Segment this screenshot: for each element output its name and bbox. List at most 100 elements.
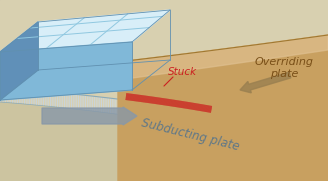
Polygon shape <box>106 98 107 113</box>
Polygon shape <box>218 114 219 131</box>
Polygon shape <box>41 91 42 106</box>
Polygon shape <box>205 112 206 128</box>
Polygon shape <box>186 102 188 109</box>
Polygon shape <box>64 93 65 108</box>
Polygon shape <box>108 98 109 113</box>
Polygon shape <box>227 116 228 132</box>
Polygon shape <box>150 96 152 103</box>
Polygon shape <box>78 94 79 110</box>
Polygon shape <box>205 105 207 112</box>
Polygon shape <box>175 100 177 107</box>
Polygon shape <box>205 105 207 112</box>
Polygon shape <box>0 102 328 181</box>
Polygon shape <box>177 107 178 123</box>
Polygon shape <box>114 99 116 114</box>
Polygon shape <box>179 101 181 108</box>
Polygon shape <box>235 117 236 134</box>
Polygon shape <box>118 35 328 80</box>
Polygon shape <box>174 100 176 107</box>
Polygon shape <box>148 96 150 103</box>
Polygon shape <box>80 95 81 110</box>
Polygon shape <box>285 128 286 145</box>
Polygon shape <box>184 101 186 108</box>
Polygon shape <box>166 106 167 121</box>
Polygon shape <box>245 119 247 136</box>
Polygon shape <box>147 96 149 103</box>
Polygon shape <box>233 117 234 133</box>
Polygon shape <box>264 123 265 140</box>
Polygon shape <box>147 96 148 103</box>
Polygon shape <box>180 101 181 108</box>
Polygon shape <box>168 99 170 106</box>
Polygon shape <box>323 137 324 154</box>
Polygon shape <box>178 100 180 108</box>
Polygon shape <box>140 95 142 102</box>
Polygon shape <box>187 102 189 109</box>
Polygon shape <box>203 105 205 112</box>
Polygon shape <box>130 101 132 116</box>
Polygon shape <box>148 103 149 119</box>
Polygon shape <box>170 99 171 106</box>
Polygon shape <box>153 104 154 119</box>
Polygon shape <box>133 94 134 101</box>
Polygon shape <box>202 104 204 111</box>
Polygon shape <box>303 132 304 149</box>
Polygon shape <box>110 98 111 113</box>
Polygon shape <box>128 93 129 100</box>
Polygon shape <box>57 92 58 107</box>
Polygon shape <box>210 106 212 113</box>
Polygon shape <box>177 100 179 108</box>
Polygon shape <box>289 129 290 146</box>
Polygon shape <box>112 98 113 114</box>
Polygon shape <box>135 101 136 117</box>
Polygon shape <box>146 103 147 118</box>
Polygon shape <box>38 91 39 105</box>
Polygon shape <box>183 108 185 124</box>
Polygon shape <box>195 103 197 110</box>
Polygon shape <box>224 115 225 132</box>
Polygon shape <box>321 136 322 153</box>
Polygon shape <box>262 123 263 139</box>
Polygon shape <box>191 102 192 110</box>
Polygon shape <box>311 134 312 151</box>
Polygon shape <box>201 104 203 111</box>
Polygon shape <box>196 110 197 127</box>
Polygon shape <box>293 129 294 146</box>
Polygon shape <box>250 120 251 137</box>
Polygon shape <box>275 125 276 142</box>
Polygon shape <box>161 98 163 105</box>
Text: Overriding
plate: Overriding plate <box>255 57 314 79</box>
Polygon shape <box>135 94 136 101</box>
Polygon shape <box>199 104 201 111</box>
Polygon shape <box>152 97 154 104</box>
Polygon shape <box>307 133 308 150</box>
Polygon shape <box>237 118 238 134</box>
Polygon shape <box>129 94 131 100</box>
Polygon shape <box>159 98 160 105</box>
Polygon shape <box>139 95 140 102</box>
Polygon shape <box>194 110 195 126</box>
Polygon shape <box>87 96 88 111</box>
Polygon shape <box>59 93 60 108</box>
Polygon shape <box>172 100 174 107</box>
Polygon shape <box>175 107 176 123</box>
Polygon shape <box>73 94 74 109</box>
Polygon shape <box>183 101 185 108</box>
Polygon shape <box>85 95 86 110</box>
Polygon shape <box>133 101 134 116</box>
Polygon shape <box>206 105 208 112</box>
Polygon shape <box>83 95 84 110</box>
Polygon shape <box>119 99 120 115</box>
Polygon shape <box>136 94 137 102</box>
Polygon shape <box>301 131 302 148</box>
Polygon shape <box>142 95 144 102</box>
Polygon shape <box>192 103 194 110</box>
Polygon shape <box>127 93 129 100</box>
Polygon shape <box>138 95 139 102</box>
Polygon shape <box>254 121 255 138</box>
Polygon shape <box>268 124 269 141</box>
Polygon shape <box>156 97 158 104</box>
Polygon shape <box>169 99 171 106</box>
Polygon shape <box>209 106 211 113</box>
Polygon shape <box>158 98 160 104</box>
